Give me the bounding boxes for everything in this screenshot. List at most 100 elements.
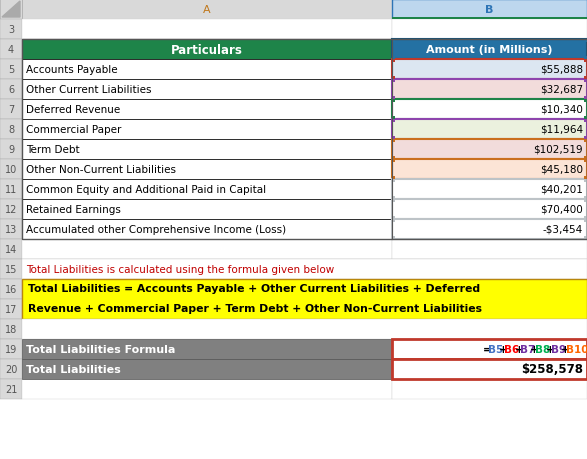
Text: Other Current Liabilities: Other Current Liabilities [26, 85, 151, 95]
Bar [392, 100, 587, 120]
Text: 11: 11 [5, 185, 17, 195]
Bar [584, 97, 587, 100]
Bar [392, 236, 395, 240]
Text: 21: 21 [5, 384, 17, 394]
Bar [22, 140, 392, 160]
Bar [22, 40, 392, 60]
Bar [584, 77, 587, 80]
Bar [392, 140, 587, 160]
Bar [0, 120, 22, 140]
Bar [22, 0, 392, 20]
Text: B6: B6 [504, 344, 519, 354]
Text: B9: B9 [551, 344, 566, 354]
Bar [22, 120, 392, 140]
Bar [0, 379, 22, 399]
Bar [392, 219, 395, 223]
Bar [392, 196, 395, 200]
Bar [22, 259, 392, 280]
Bar [392, 160, 587, 179]
Bar [22, 60, 392, 80]
Bar [584, 40, 587, 43]
Bar [392, 120, 395, 123]
Bar [0, 179, 22, 200]
Bar [0, 299, 22, 319]
Bar [22, 259, 587, 280]
Text: +: + [499, 344, 508, 354]
Text: $45,180: $45,180 [540, 165, 583, 174]
Text: 16: 16 [5, 285, 17, 294]
Text: A: A [203, 5, 211, 15]
Bar [392, 379, 587, 399]
Text: Deferred Revenue: Deferred Revenue [26, 105, 120, 115]
Bar [584, 160, 587, 162]
Bar [584, 120, 587, 123]
Text: 13: 13 [5, 224, 17, 235]
Bar [22, 280, 587, 319]
Bar [392, 160, 395, 162]
Bar [22, 80, 392, 100]
Bar [392, 40, 395, 43]
Text: $70,400: $70,400 [540, 205, 583, 214]
Bar [22, 20, 392, 40]
Text: Term Debt: Term Debt [26, 145, 80, 155]
Text: 12: 12 [5, 205, 17, 214]
Bar [392, 117, 395, 120]
Bar [0, 0, 22, 20]
Text: +: + [530, 344, 539, 354]
Bar [392, 339, 587, 359]
Text: Total Liabilities: Total Liabilities [26, 364, 121, 374]
Bar [392, 157, 395, 160]
Bar [22, 240, 392, 259]
Bar [22, 40, 392, 60]
Bar [22, 100, 392, 120]
Bar [584, 60, 587, 63]
Bar [22, 359, 392, 379]
Bar [0, 339, 22, 359]
Bar [22, 120, 392, 140]
Bar [392, 179, 395, 183]
Bar [392, 140, 395, 143]
Bar [584, 177, 587, 179]
Bar [392, 60, 587, 80]
Bar [392, 60, 395, 63]
Text: 20: 20 [5, 364, 17, 374]
Bar [22, 179, 392, 200]
Text: 5: 5 [8, 65, 14, 75]
Bar [392, 137, 395, 140]
Bar [584, 140, 587, 143]
Text: Particulars: Particulars [171, 44, 243, 56]
Bar [584, 57, 587, 60]
Bar [392, 0, 587, 20]
Bar [392, 120, 587, 140]
Text: 10: 10 [5, 165, 17, 174]
Text: B: B [485, 5, 494, 15]
Bar [22, 359, 392, 379]
Text: 6: 6 [8, 85, 14, 95]
Text: +: + [545, 344, 554, 354]
Text: Total Liabilities is calculated using the formula given below: Total Liabilities is calculated using th… [26, 264, 334, 274]
Bar [0, 359, 22, 379]
Text: $55,888: $55,888 [540, 65, 583, 75]
Text: $10,340: $10,340 [540, 105, 583, 115]
Text: $102,519: $102,519 [534, 145, 583, 155]
Bar [392, 57, 395, 60]
Bar [0, 80, 22, 100]
Bar [392, 179, 587, 200]
Bar [0, 200, 22, 219]
Text: +: + [514, 344, 523, 354]
Bar [22, 160, 392, 179]
Bar [0, 319, 22, 339]
Bar [392, 40, 587, 60]
Bar [22, 219, 392, 240]
Text: Total Liabilities = Accounts Payable + Other Current Liabilities + Deferred: Total Liabilities = Accounts Payable + O… [28, 283, 480, 293]
Text: Accumulated other Comprehensive Income (Loss): Accumulated other Comprehensive Income (… [26, 224, 286, 235]
Text: 14: 14 [5, 245, 17, 254]
Bar [22, 379, 392, 399]
Bar [392, 219, 587, 240]
Bar [0, 160, 22, 179]
Text: B8: B8 [535, 344, 551, 354]
Bar [392, 80, 587, 100]
Bar [584, 236, 587, 240]
Text: Commercial Paper: Commercial Paper [26, 125, 122, 134]
Bar [22, 339, 392, 359]
